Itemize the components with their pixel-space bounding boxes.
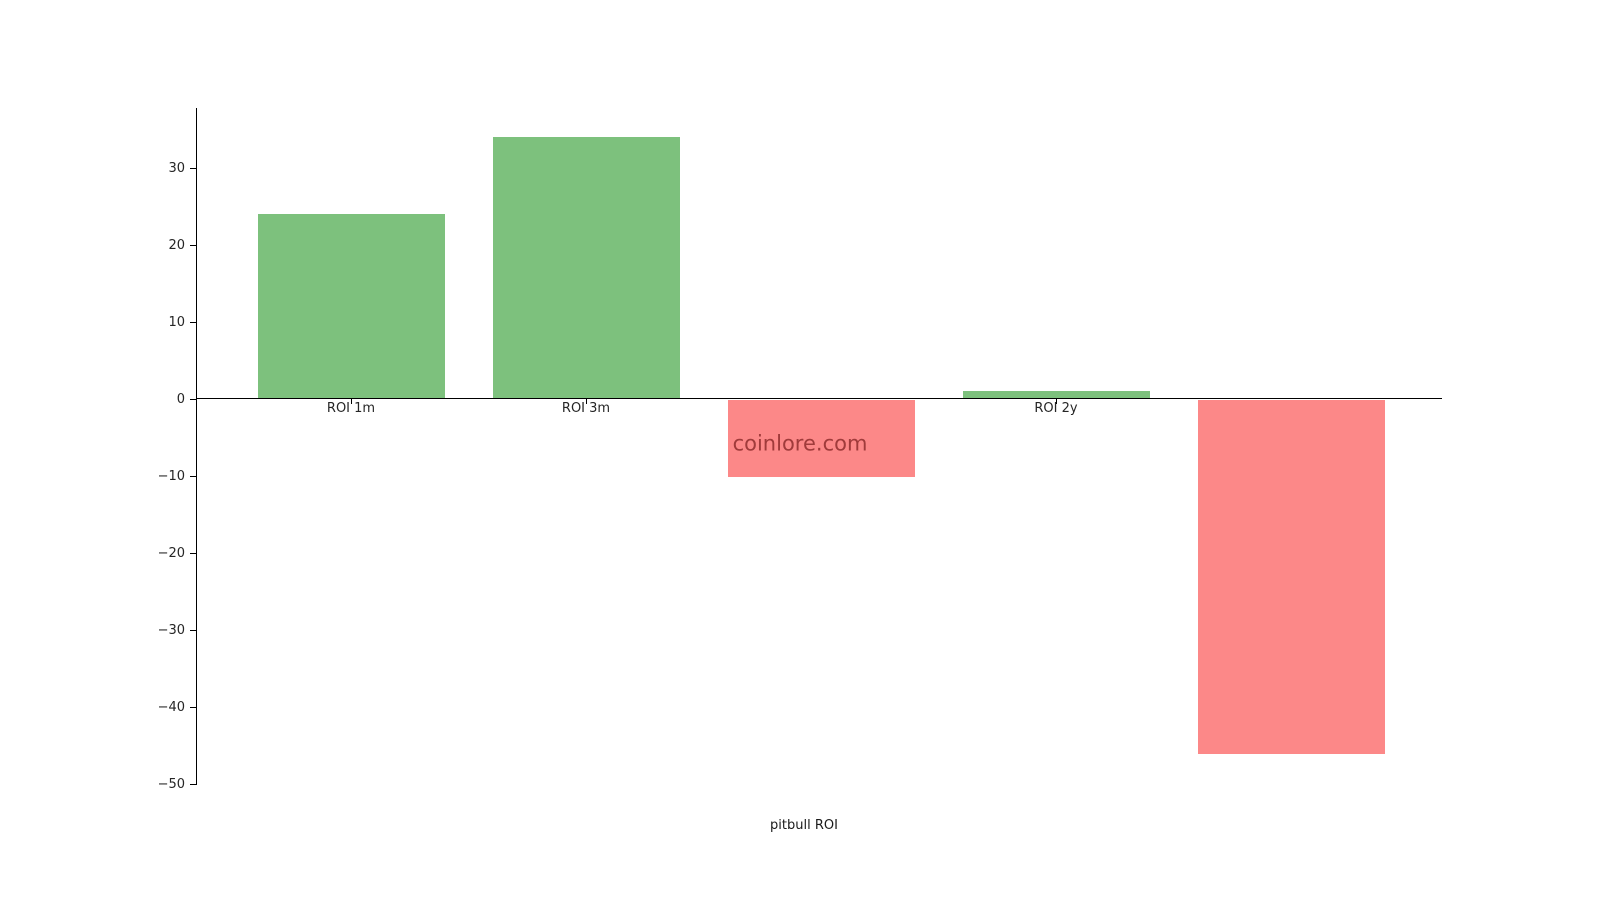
y-tick-mark [190, 553, 197, 554]
y-tick-label: 0 [176, 392, 185, 407]
y-tick-label: 30 [168, 161, 185, 176]
x-tick-mark [1056, 399, 1057, 404]
x-axis-zero-line [196, 398, 1442, 399]
bar-roi-3m [492, 137, 680, 399]
y-tick-mark [190, 399, 197, 400]
y-axis-spine [196, 108, 197, 785]
x-axis-title: pitbull ROI [770, 818, 838, 833]
y-tick-label: −10 [157, 469, 185, 484]
y-tick-label: 10 [168, 315, 185, 330]
bar-roi-1m [257, 214, 445, 399]
x-tick-mark [586, 399, 587, 404]
bar-roi-2y [962, 391, 1150, 399]
y-tick-mark [190, 707, 197, 708]
y-tick-label: −20 [157, 546, 185, 561]
y-tick-mark [190, 168, 197, 169]
y-tick-label: 20 [168, 238, 185, 253]
bar-n5 [1197, 400, 1385, 755]
x-tick-label: ROI 2y [1034, 401, 1078, 416]
y-tick-label: −50 [157, 777, 185, 792]
y-tick-mark [190, 245, 197, 246]
y-tick-label: −40 [157, 700, 185, 715]
y-tick-label: −30 [157, 623, 185, 638]
x-tick-label: ROI 3m [561, 401, 611, 416]
bar-n3 [727, 400, 915, 477]
x-tick-label: ROI 1m [326, 401, 376, 416]
y-tick-mark [190, 784, 197, 785]
y-tick-mark [190, 630, 197, 631]
x-tick-mark [351, 399, 352, 404]
watermark: coinlore.com [732, 431, 868, 456]
y-tick-mark [190, 322, 197, 323]
y-tick-mark [190, 476, 197, 477]
